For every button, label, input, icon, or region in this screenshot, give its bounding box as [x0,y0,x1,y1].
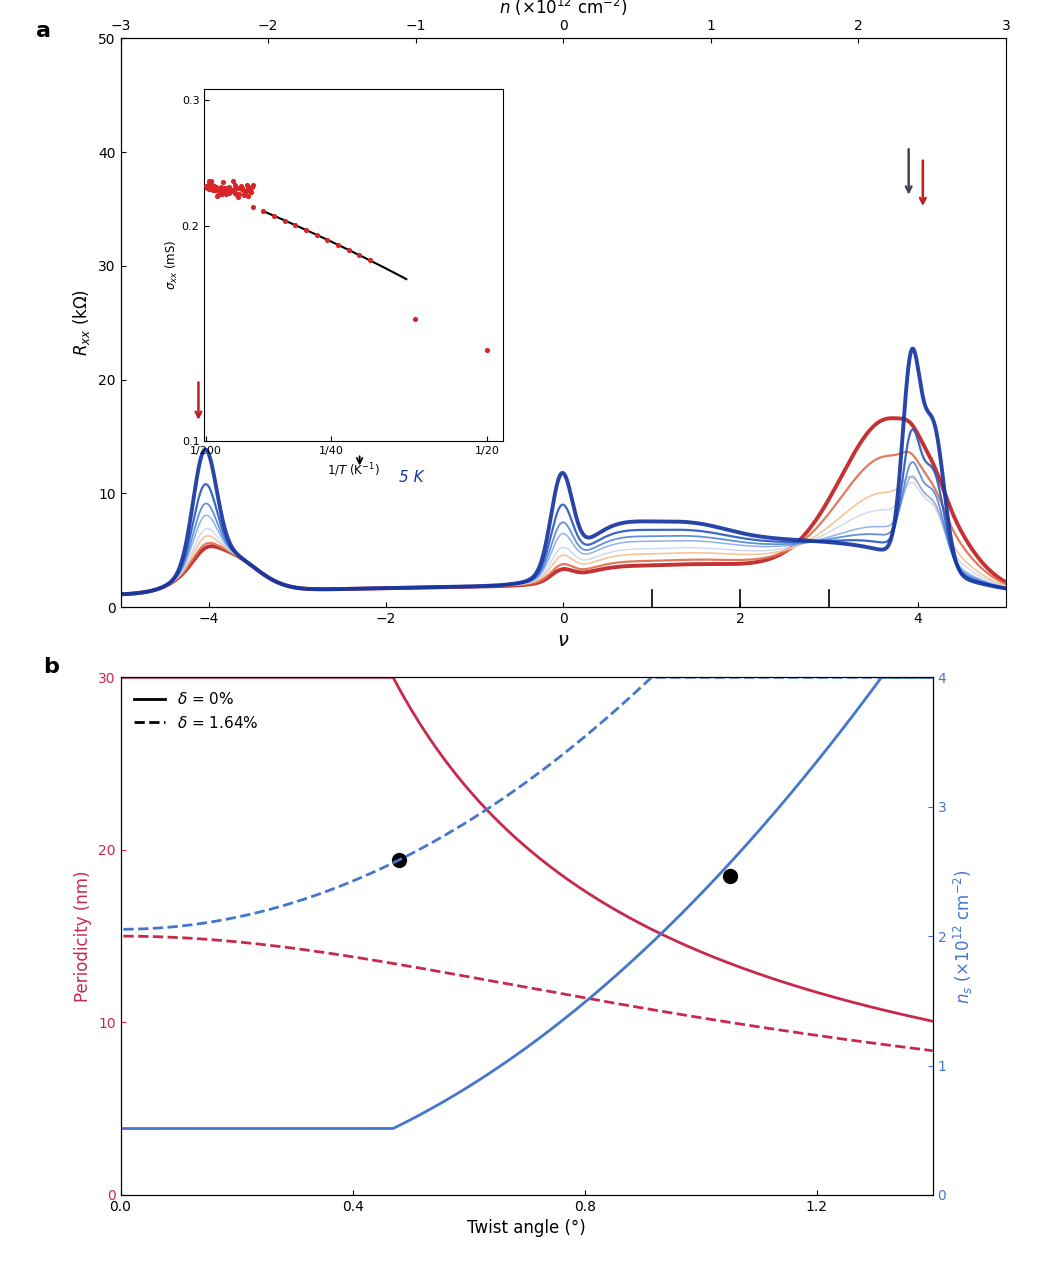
Point [330,235,347,256]
Point [227,175,244,196]
Point [211,180,227,201]
Point [241,178,258,198]
Point [231,184,247,204]
Y-axis label: $R_{xx}$ (k$\Omega$): $R_{xx}$ (k$\Omega$) [71,289,92,357]
Point [228,184,245,204]
Point [236,185,253,206]
Text: b: b [43,657,60,676]
Point [319,230,335,250]
Point [212,181,228,202]
Point [308,225,325,245]
Point [209,185,225,206]
Point [205,175,222,196]
Point [216,179,233,199]
Point [240,187,257,207]
Point [221,176,238,197]
Point [239,178,256,198]
Point [218,180,235,201]
Point [202,179,219,199]
Point [244,197,261,217]
Point [237,181,254,202]
Point [233,175,249,196]
Point [198,178,215,198]
X-axis label: $n$ ($\times$10$^{12}$ cm$^{-2}$): $n$ ($\times$10$^{12}$ cm$^{-2}$) [499,0,628,18]
Point [230,187,246,207]
Text: 80 K: 80 K [399,431,434,445]
Y-axis label: $n_s$ ($\times$10$^{12}$ cm$^{-2}$): $n_s$ ($\times$10$^{12}$ cm$^{-2}$) [952,869,975,1003]
Point [224,171,241,192]
Point [238,180,255,201]
Point [203,175,220,196]
Point [222,180,239,201]
Point [217,178,234,198]
Point [197,175,214,196]
Point [219,178,236,198]
Point [214,184,231,204]
Point [204,180,221,201]
Point [218,184,235,204]
Point [200,171,217,192]
Point [223,180,240,201]
Y-axis label: $\sigma_{xx}$ (mS): $\sigma_{xx}$ (mS) [165,240,180,290]
Point [234,179,250,199]
Point [199,175,216,196]
Point [242,180,259,201]
Point [206,180,223,201]
Point [232,178,248,198]
Point [235,180,252,201]
Point [351,245,368,266]
Point [210,185,226,206]
Point [223,179,240,199]
Point [208,180,224,201]
Point [255,201,271,221]
Point [298,220,314,240]
Point [225,179,242,199]
Point [243,176,260,197]
Point [220,183,237,203]
Point [208,176,224,197]
Point [243,181,260,202]
Point [202,171,219,192]
Point [201,179,218,199]
Point [233,178,249,198]
Point [244,175,261,196]
Y-axis label: Periodicity (nm): Periodicity (nm) [74,870,92,1002]
Legend: $\delta$ = 0%, $\delta$ = 1.64%: $\delta$ = 0%, $\delta$ = 1.64% [128,685,265,737]
X-axis label: Twist angle (°): Twist angle (°) [467,1219,586,1237]
X-axis label: 1/$T$ (K$^{-1}$): 1/$T$ (K$^{-1}$) [327,461,380,479]
Point [407,309,423,330]
Point [479,340,496,360]
Text: a: a [37,22,51,41]
Point [238,174,255,194]
Point [341,240,357,261]
Point [228,178,245,198]
Point [277,211,293,231]
Point [266,206,283,226]
Point [287,215,304,235]
Point [362,250,378,271]
Point [226,183,243,203]
Point [213,181,230,202]
Point [215,173,232,193]
X-axis label: $\nu$: $\nu$ [558,631,569,651]
Point [213,176,230,197]
Text: 5 K: 5 K [399,470,424,484]
